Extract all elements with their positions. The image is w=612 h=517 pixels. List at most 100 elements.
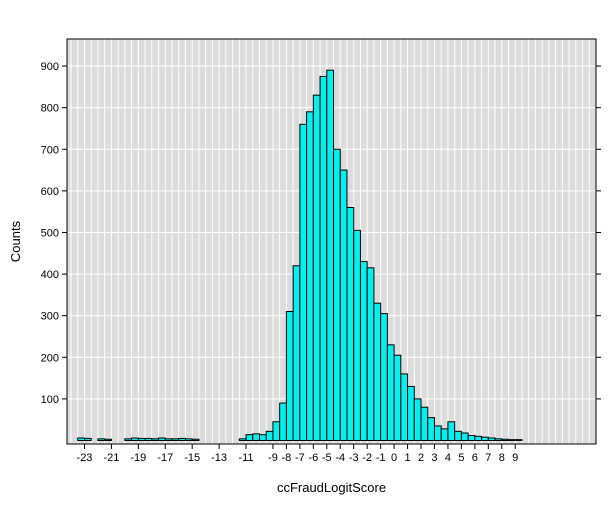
histogram-bar xyxy=(467,435,476,442)
x-tick-label: 1 xyxy=(404,452,410,464)
histogram-bar xyxy=(373,302,382,442)
histogram-bar xyxy=(494,438,503,442)
histogram-bar xyxy=(131,437,139,442)
histogram-bar xyxy=(97,438,106,442)
histogram-bar xyxy=(400,373,409,441)
y-tick-label: 700 xyxy=(41,144,59,156)
histogram-bar xyxy=(279,402,287,442)
histogram-bar xyxy=(508,439,516,442)
x-tick-label: -13 xyxy=(211,452,227,464)
histogram-bar xyxy=(312,94,321,441)
x-tick-label: -9 xyxy=(268,452,278,464)
x-tick-label: -6 xyxy=(308,452,318,464)
histogram-bar xyxy=(144,437,153,441)
histogram-bar xyxy=(454,430,462,441)
histogram-bar xyxy=(481,436,489,442)
histogram-bar xyxy=(245,434,254,442)
x-tick-label: -3 xyxy=(349,452,359,464)
x-tick-label: -5 xyxy=(322,452,332,464)
histogram-bar xyxy=(292,265,301,441)
histogram-bar xyxy=(487,437,496,442)
histogram-bar xyxy=(306,111,314,441)
histogram-bar xyxy=(104,438,112,441)
histogram-bar xyxy=(272,421,281,441)
y-tick-label: 500 xyxy=(41,227,59,239)
x-tick-label: -4 xyxy=(335,452,345,464)
y-tick-label: 800 xyxy=(41,103,59,115)
y-tick-label: 300 xyxy=(41,311,59,323)
histogram-bars xyxy=(77,69,523,442)
histogram-bar xyxy=(178,437,186,441)
x-tick-label: -2 xyxy=(362,452,372,464)
histogram-bar xyxy=(184,438,193,442)
histogram-bar xyxy=(433,425,442,442)
x-tick-label: 6 xyxy=(472,452,478,464)
histogram-bar xyxy=(366,267,375,441)
y-axis-title: Counts xyxy=(8,220,23,262)
histogram-bar xyxy=(124,438,133,442)
x-tick-label: -1 xyxy=(376,452,386,464)
x-tick-label: 9 xyxy=(512,452,518,464)
histogram-bar xyxy=(77,437,85,442)
histogram-bar xyxy=(447,421,456,441)
y-tick-label: 600 xyxy=(41,186,59,198)
histogram-bar xyxy=(359,261,368,441)
x-tick-label: 0 xyxy=(391,452,397,464)
histogram-bar xyxy=(386,344,395,441)
histogram-bar xyxy=(440,428,449,441)
x-tick-label: 4 xyxy=(445,452,451,464)
histogram-bar xyxy=(380,313,388,442)
histogram-bar xyxy=(353,229,361,441)
y-tick-label: 400 xyxy=(41,269,59,281)
y-tick-label: 900 xyxy=(41,61,59,73)
histogram-bar xyxy=(191,438,200,441)
x-tick-label: 2 xyxy=(418,452,424,464)
histogram-bar xyxy=(346,207,355,441)
axis-ticks xyxy=(62,65,601,449)
histogram-bar xyxy=(514,439,523,442)
x-tick-label: -7 xyxy=(295,452,305,464)
histogram-bar xyxy=(427,417,435,441)
x-tick-labels: -23 -21 -19 -17 -15 -13 -11 -9 -8 -7 -6 -5 -4 -3 -2 -1 0… xyxy=(77,452,519,464)
histogram-bar xyxy=(151,438,160,442)
histogram-bar xyxy=(137,437,146,441)
histogram-bar xyxy=(326,69,335,442)
histogram-bar xyxy=(501,438,510,441)
histogram-bar xyxy=(474,435,483,442)
x-tick-label: -8 xyxy=(282,452,292,464)
histogram-bar xyxy=(460,432,469,442)
y-tick-label: 100 xyxy=(41,394,59,406)
y-tick-label: 200 xyxy=(41,352,59,364)
histogram-bar xyxy=(407,385,415,442)
histogram-bar xyxy=(285,311,294,441)
x-axis-title: ccFraudLogitScore xyxy=(277,480,386,495)
x-tick-label: -15 xyxy=(184,452,200,464)
histogram-bar xyxy=(339,169,348,442)
histogram-bar xyxy=(420,406,429,441)
histogram-bar xyxy=(252,433,260,442)
x-tick-label: 3 xyxy=(431,452,437,464)
x-tick-label: 8 xyxy=(499,452,505,464)
plot-frame xyxy=(66,38,597,445)
histogram-bar xyxy=(238,438,247,442)
x-tick-label: 7 xyxy=(485,452,491,464)
x-tick-label: -17 xyxy=(157,452,173,464)
histogram-bar xyxy=(333,148,341,441)
histogram-bar xyxy=(164,438,173,442)
panel-frame xyxy=(66,38,597,445)
histogram-bar xyxy=(299,123,308,441)
histogram-bar xyxy=(319,75,328,442)
x-tick-label: 5 xyxy=(458,452,464,464)
histogram-bar xyxy=(258,434,267,442)
histogram-bar xyxy=(265,430,274,441)
y-tick-labels: 100 200 300 400 500 600 700 800 900 xyxy=(41,61,59,406)
histogram-bar xyxy=(413,398,422,441)
x-tick-label: -21 xyxy=(103,452,119,464)
x-tick-label: -11 xyxy=(238,452,253,464)
histogram-bar xyxy=(393,354,402,441)
histogram-bar xyxy=(171,438,180,442)
x-tick-label: -23 xyxy=(77,452,93,464)
histogram-bar xyxy=(83,437,92,441)
